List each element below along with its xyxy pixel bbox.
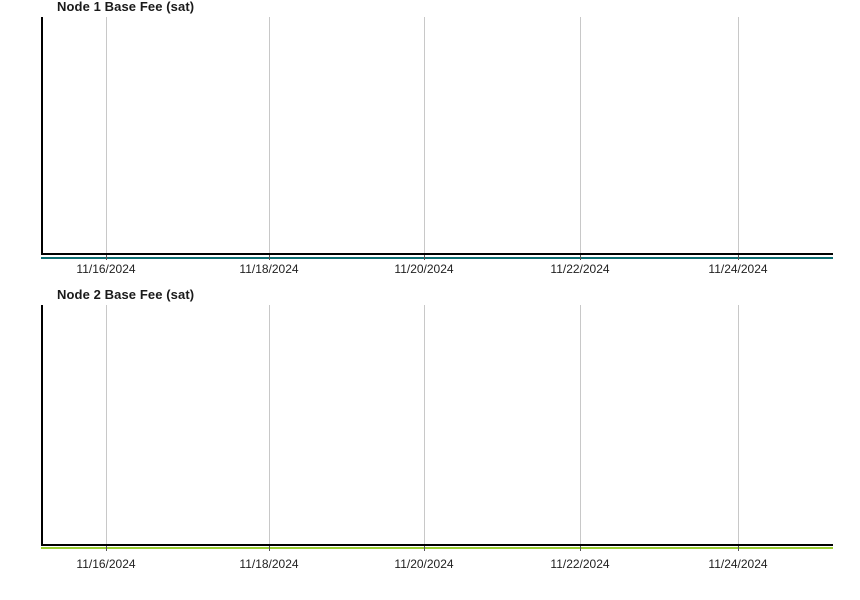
x-tick-4-node-1: [580, 255, 581, 260]
gridline-x-5-node-2: [738, 305, 739, 546]
plot-area-node-2: [41, 305, 833, 551]
y-axis-node-2: [41, 305, 43, 546]
x-axis-label-node-2-0: 11/16/2024: [76, 557, 136, 571]
x-axis-label-node-2-3: 11/22/2024: [550, 557, 610, 571]
gridline-x-2-node-2: [269, 305, 270, 546]
x-axis-labels-node-1: 11/16/2024 11/18/2024 11/20/2024 11/22/2…: [41, 262, 833, 280]
gridline-x-4-node-1: [580, 17, 581, 255]
chart-title-node-1: Node 1 Base Fee (sat): [57, 0, 195, 14]
x-axis-label-node-2-4: 11/24/2024: [708, 557, 768, 571]
chart-title-node-2: Node 2 Base Fee (sat): [57, 287, 195, 302]
x-axis-label-node-1-1: 11/18/2024: [239, 262, 299, 276]
gridline-x-4-node-2: [580, 305, 581, 546]
x-axis-label-node-1-4: 11/24/2024: [708, 262, 768, 276]
x-tick-1-node-1: [106, 255, 107, 260]
chart-panel-node-1: Node 1 Base Fee (sat) 11/16/2024 11/18/2…: [0, 0, 860, 288]
x-axis-node-2: [41, 544, 833, 546]
gridline-x-1-node-1: [106, 17, 107, 255]
x-tick-3-node-1: [424, 255, 425, 260]
x-tick-5-node-2: [738, 546, 739, 551]
x-tick-1-node-2: [106, 546, 107, 551]
gridline-x-5-node-1: [738, 17, 739, 255]
x-axis-label-node-1-3: 11/22/2024: [550, 262, 610, 276]
y-axis-node-1: [41, 17, 43, 255]
series-line-node-1-base-fee: [41, 257, 833, 259]
x-axis-label-node-1-2: 11/20/2024: [394, 262, 454, 276]
x-tick-5-node-1: [738, 255, 739, 260]
x-tick-2-node-2: [269, 546, 270, 551]
x-axis-label-node-2-1: 11/18/2024: [239, 557, 299, 571]
chart-panel-node-2: Node 2 Base Fee (sat) 11/16/2024 11/18/2…: [0, 288, 860, 600]
x-axis-node-1: [41, 253, 833, 255]
x-axis-label-node-2-2: 11/20/2024: [394, 557, 454, 571]
x-tick-3-node-2: [424, 546, 425, 551]
gridline-x-1-node-2: [106, 305, 107, 546]
gridline-x-2-node-1: [269, 17, 270, 255]
gridline-x-3-node-1: [424, 17, 425, 255]
series-line-node-2-base-fee: [41, 547, 833, 549]
x-axis-labels-node-2: 11/16/2024 11/18/2024 11/20/2024 11/22/2…: [41, 557, 833, 575]
x-tick-4-node-2: [580, 546, 581, 551]
x-axis-label-node-1-0: 11/16/2024: [76, 262, 136, 276]
plot-area-node-1: [41, 17, 833, 260]
x-tick-2-node-1: [269, 255, 270, 260]
gridline-x-3-node-2: [424, 305, 425, 546]
